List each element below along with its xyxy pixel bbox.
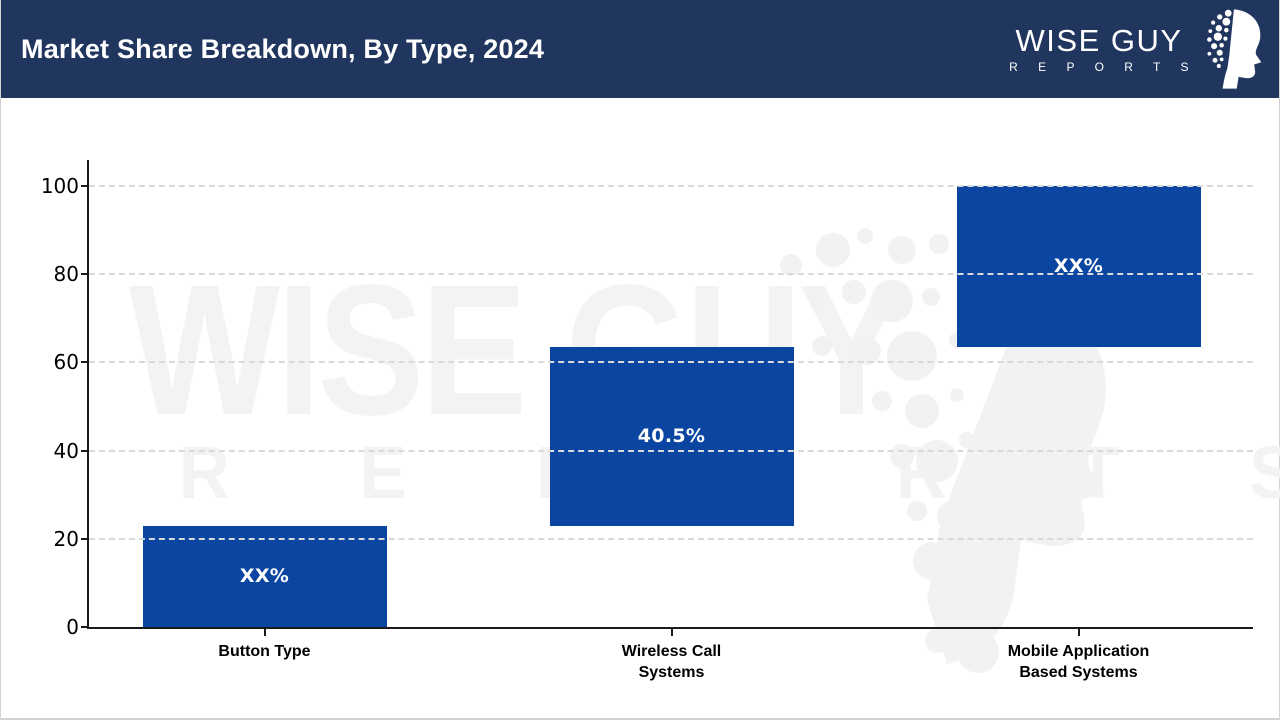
x-tick-mark: [263, 629, 266, 636]
logo-wordmark: WISE GUY R E P O R T S: [1001, 22, 1197, 74]
x-tick-mark: [1077, 629, 1080, 636]
y-tick-label: 20: [53, 526, 79, 551]
y-tick-mark: [81, 361, 89, 364]
x-category-label-line: Button Type: [218, 643, 311, 660]
y-tick-label: 60: [53, 350, 79, 375]
y-tick-label: 40: [53, 438, 79, 463]
bar-segment: XX%: [142, 525, 387, 627]
logo-wordmark-main: WISE GUY: [1015, 22, 1183, 58]
y-tick-mark: [81, 537, 89, 540]
x-category-label: Mobile Application Based Systems: [909, 641, 1249, 683]
x-category-label-line: Based Systems: [1019, 664, 1138, 681]
header: Market Share Breakdown, By Type, 2024 WI…: [1, 0, 1279, 98]
logo-wordmark-sub: R E P O R T S: [1009, 59, 1197, 74]
y-tick-mark: [81, 273, 89, 276]
y-tick-label: 80: [53, 262, 79, 287]
x-tick-mark: [670, 629, 673, 636]
x-category-label-line: Wireless Call: [621, 643, 722, 660]
logo-head-icon: [1207, 9, 1262, 89]
chart-title: Market Share Breakdown, By Type, 2024: [21, 33, 545, 64]
gridline-100: [89, 185, 1253, 187]
y-axis-line: [87, 160, 89, 629]
x-category-label-line: Systems: [638, 664, 705, 681]
gridline-60: [89, 361, 1253, 364]
bar-value-label: XX%: [1053, 255, 1104, 278]
bar-segment: XX%: [956, 186, 1201, 347]
bar-value-label: 40.5%: [637, 425, 706, 448]
x-category-label: Wireless Call Systems: [502, 641, 842, 683]
y-tick-mark: [81, 449, 89, 452]
y-tick-label: 100: [40, 174, 79, 198]
y-tick-mark: [81, 626, 89, 628]
x-axis-line: [87, 627, 1253, 629]
brand-logo: WISE GUY R E P O R T S: [1001, 7, 1265, 91]
bar-segment: 40.5%: [549, 346, 794, 526]
x-category-label-line: Mobile Application: [1007, 643, 1150, 660]
y-tick-mark: [81, 185, 89, 187]
gridline-40: [89, 449, 1253, 452]
bar-value-label: XX%: [239, 565, 290, 588]
gridline-80: [89, 273, 1253, 276]
y-tick-label: 0: [66, 615, 79, 639]
gridline-20: [89, 537, 1253, 540]
x-category-label: Button Type: [95, 641, 435, 662]
